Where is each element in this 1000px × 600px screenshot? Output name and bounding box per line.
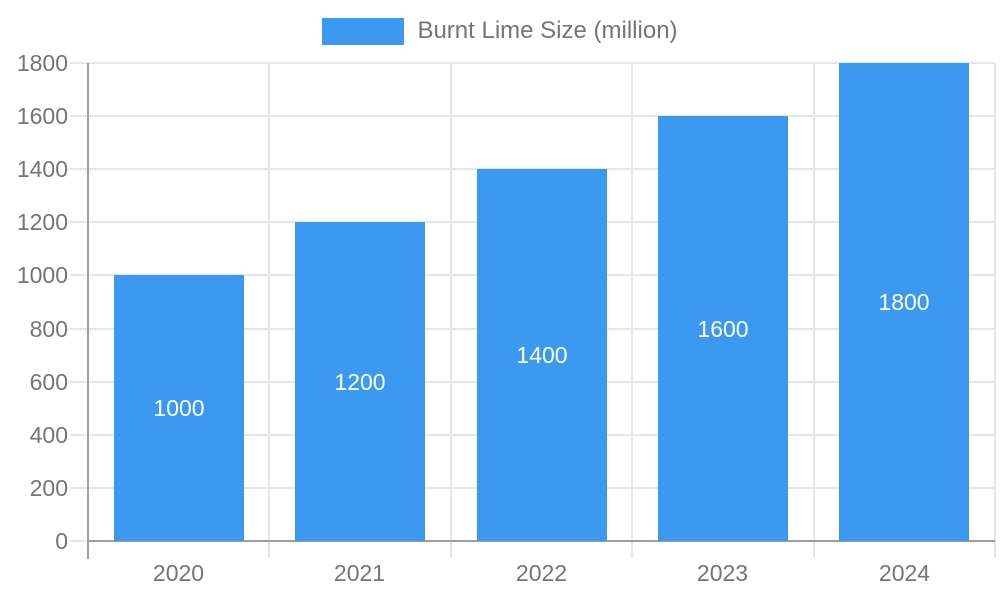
y-axis-tick-label: 1800 (16, 50, 68, 76)
bar-value-label: 1200 (334, 369, 386, 395)
bar-2022[interactable] (477, 169, 607, 541)
x-axis-tick-label: 2024 (878, 560, 931, 586)
y-axis-tick-label: 400 (29, 422, 68, 448)
bar-value-label: 1800 (878, 289, 930, 315)
y-gridline (70, 115, 995, 117)
x-axis-tick-label: 2023 (696, 560, 749, 586)
x-axis-tick-label: 2021 (333, 560, 386, 586)
y-axis-line (87, 63, 89, 559)
y-gridline (70, 62, 995, 64)
y-axis-tick-label: 1000 (16, 262, 68, 288)
y-axis-tick-label: 600 (29, 369, 68, 395)
x-axis-tick-label: 2022 (515, 560, 568, 586)
x-axis-line (88, 540, 995, 542)
y-axis-tick-label: 0 (55, 528, 68, 554)
x-gridline (994, 63, 996, 558)
y-axis-tick-label: 200 (29, 475, 68, 501)
y-axis-tick-label: 1200 (16, 209, 68, 235)
bar-2024[interactable] (839, 63, 969, 541)
bar-2021[interactable] (295, 222, 425, 541)
x-gridline (813, 63, 815, 558)
x-gridline (450, 63, 452, 558)
y-axis-tick-label: 800 (29, 316, 68, 342)
bar-value-label: 1400 (516, 342, 568, 368)
y-axis-tick-label: 1600 (16, 103, 68, 129)
x-axis-tick-label: 2020 (152, 560, 205, 586)
x-gridline (268, 63, 270, 558)
bar-2020[interactable] (114, 275, 244, 541)
legend[interactable]: Burnt Lime Size (million) (0, 17, 1000, 45)
y-axis-tick-label: 1400 (16, 156, 68, 182)
bar-2023[interactable] (658, 116, 788, 541)
x-gridline (631, 63, 633, 558)
bar-value-label: 1000 (153, 395, 205, 421)
bar-value-label: 1600 (697, 316, 749, 342)
legend-swatch (322, 17, 405, 45)
legend-label: Burnt Lime Size (million) (417, 17, 678, 44)
